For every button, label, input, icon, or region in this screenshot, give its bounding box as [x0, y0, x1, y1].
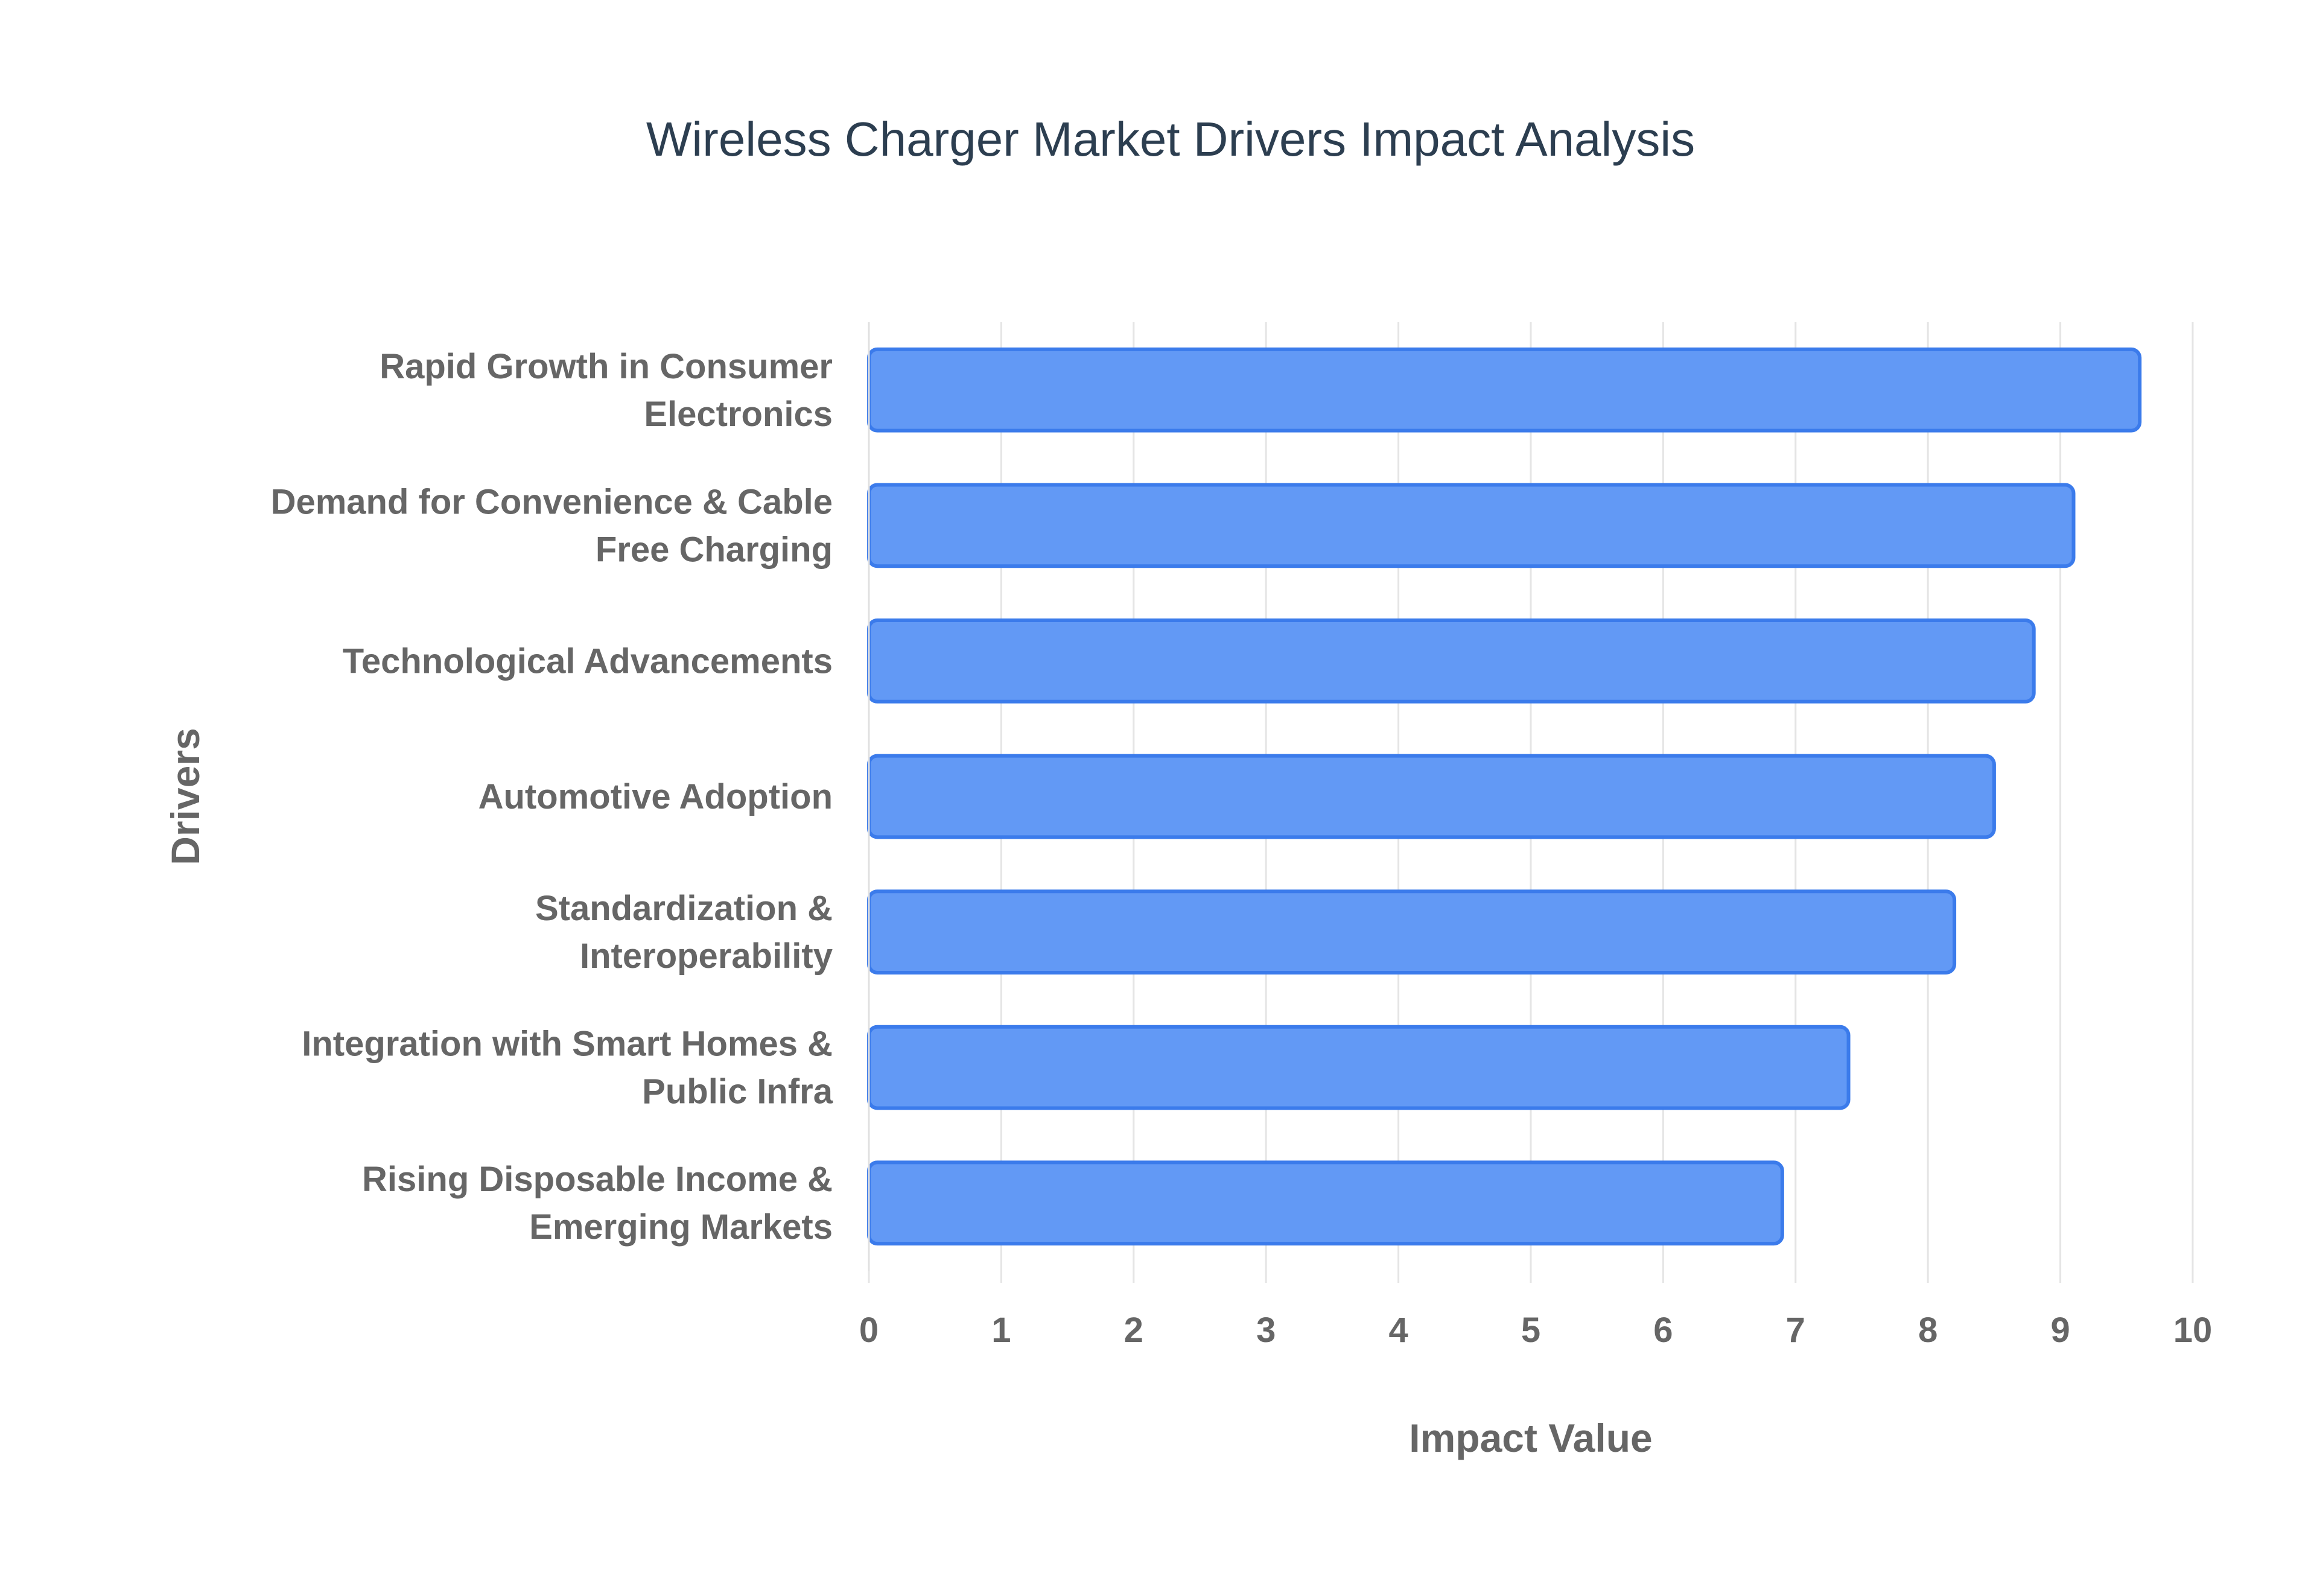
y-category-label-line: Rapid Growth in Consumer — [380, 347, 833, 386]
bar[interactable] — [867, 618, 2036, 704]
x-axis-title: Impact Value — [1409, 1416, 1653, 1460]
y-category-label-line: Technological Advancements — [343, 641, 833, 681]
bar[interactable] — [867, 754, 1996, 839]
axes: 0 1 2 3 4 5 6 7 8 9 10 Rapid Growth in Consumer Elec… — [271, 322, 2213, 1350]
bar[interactable] — [867, 1025, 1851, 1110]
x-tick-label: 2 — [1124, 1311, 1143, 1350]
y-category-label: Demand for Convenience & Cable Free Charg… — [271, 482, 833, 569]
y-category-label: Technological Advancements — [343, 641, 833, 681]
y-category-label: Integration with Smart Homes & Public Inf… — [302, 1025, 833, 1111]
y-category-label-line: Public Infra — [642, 1072, 833, 1111]
bar[interactable] — [867, 889, 1957, 974]
y-category-label-line: Automotive Adoption — [478, 777, 833, 816]
y-category-label-line: Demand for Convenience & Cable — [271, 482, 833, 521]
y-category-label-line: Integration with Smart Homes & — [302, 1025, 833, 1064]
x-tick-label: 5 — [1521, 1311, 1540, 1350]
y-category-label-line: Free Charging — [596, 530, 833, 569]
x-tick-label: 10 — [2173, 1311, 2213, 1350]
x-tick-label: 3 — [1256, 1311, 1276, 1350]
y-category-label-line: Emerging Markets — [529, 1207, 833, 1247]
y-axis-title: Drivers — [163, 728, 208, 865]
x-tick-label: 1 — [991, 1311, 1011, 1350]
x-tick-label: 8 — [1918, 1311, 1937, 1350]
y-category-label: Automotive Adoption — [478, 777, 833, 816]
bars — [867, 347, 2142, 1246]
x-tick-label: 0 — [859, 1311, 879, 1350]
chart-title: Wireless Charger Market Drivers Impact A… — [646, 112, 1695, 166]
x-tick-label: 7 — [1786, 1311, 1805, 1350]
bar[interactable] — [867, 483, 2076, 568]
y-category-label: Rapid Growth in Consumer Electronics — [380, 347, 833, 434]
y-category-label-line: Electronics — [644, 395, 833, 434]
x-tick-label: 9 — [2050, 1311, 2070, 1350]
bar[interactable] — [867, 1160, 1784, 1246]
y-category-label: Standardization & Interoperability — [535, 889, 833, 976]
x-tick-label: 6 — [1653, 1311, 1673, 1350]
y-category-label: Rising Disposable Income & Emerging Marke… — [362, 1160, 833, 1247]
y-category-label-line: Interoperability — [580, 936, 833, 976]
y-category-label-line: Standardization & — [535, 889, 833, 928]
bar[interactable] — [867, 347, 2142, 433]
y-category-label-line: Rising Disposable Income & — [362, 1160, 833, 1199]
x-tick-label: 4 — [1388, 1311, 1408, 1350]
